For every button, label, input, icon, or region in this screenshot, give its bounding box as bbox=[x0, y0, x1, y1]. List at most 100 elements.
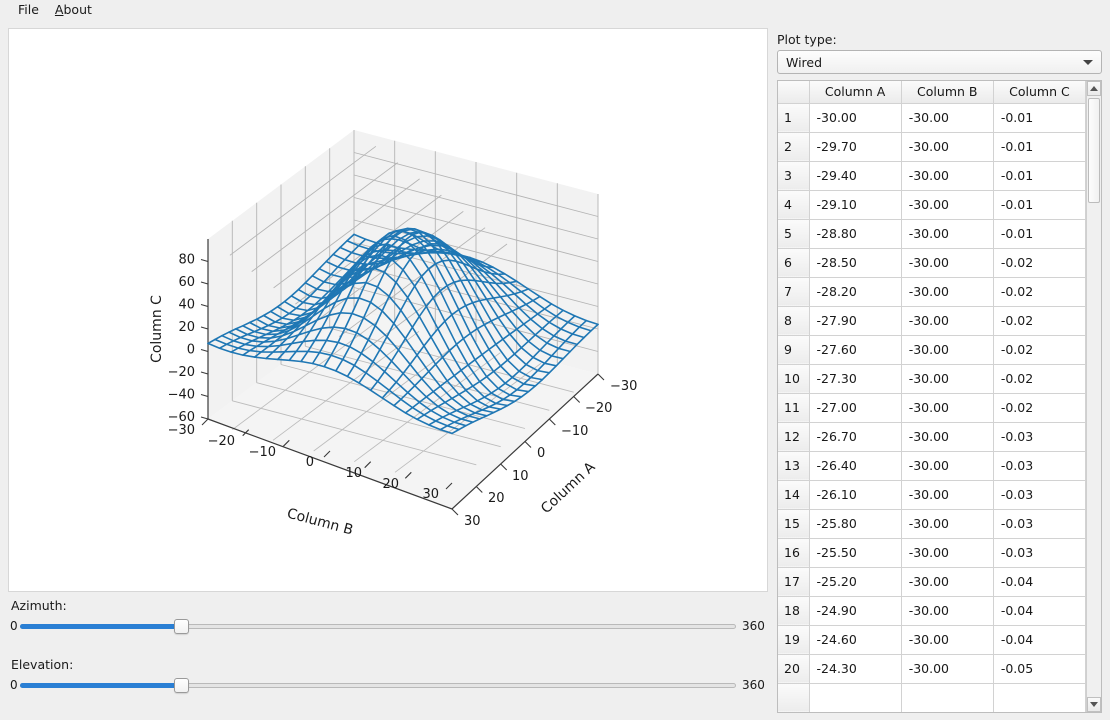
cell-column-c[interactable]: -0.01 bbox=[993, 161, 1087, 191]
cell-column-a[interactable]: -26.40 bbox=[809, 451, 902, 481]
cell-column-c[interactable]: -0.03 bbox=[993, 422, 1087, 452]
cell-column-b[interactable] bbox=[901, 683, 994, 712]
cell-column-c[interactable]: -0.02 bbox=[993, 306, 1087, 336]
cell-column-b[interactable]: -30.00 bbox=[901, 567, 994, 597]
cell-column-c[interactable] bbox=[993, 683, 1087, 712]
azimuth-thumb[interactable] bbox=[173, 619, 189, 634]
cell-column-a[interactable]: -30.00 bbox=[809, 103, 902, 133]
cell-column-b[interactable]: -30.00 bbox=[901, 277, 994, 307]
cell-column-b[interactable]: -30.00 bbox=[901, 335, 994, 365]
cell-column-c[interactable]: -0.04 bbox=[993, 596, 1087, 626]
table-row[interactable]: 1 -30.00 -30.00 -0.01 bbox=[778, 103, 1087, 133]
table-row[interactable]: 13 -26.40 -30.00 -0.03 bbox=[778, 451, 1087, 481]
cell-column-a[interactable]: -25.50 bbox=[809, 538, 902, 568]
table-row[interactable]: 19 -24.60 -30.00 -0.04 bbox=[778, 625, 1087, 655]
cell-column-c[interactable]: -0.02 bbox=[993, 277, 1087, 307]
elevation-thumb[interactable] bbox=[173, 678, 189, 693]
cell-column-b[interactable]: -30.00 bbox=[901, 393, 994, 423]
cell-column-b[interactable]: -30.00 bbox=[901, 132, 994, 162]
cell-column-c[interactable]: -0.03 bbox=[993, 538, 1087, 568]
cell-column-b[interactable]: -30.00 bbox=[901, 625, 994, 655]
table-scrollbar[interactable] bbox=[1086, 81, 1101, 712]
cell-column-b[interactable]: -30.00 bbox=[901, 219, 994, 249]
cell-column-a[interactable]: -24.30 bbox=[809, 654, 902, 684]
cell-column-c[interactable]: -0.01 bbox=[993, 132, 1087, 162]
table-row[interactable] bbox=[778, 683, 1087, 712]
cell-column-a[interactable]: -24.90 bbox=[809, 596, 902, 626]
azimuth-track[interactable] bbox=[20, 617, 736, 635]
cell-column-a[interactable]: -28.20 bbox=[809, 277, 902, 307]
column-header-b[interactable]: Column B bbox=[901, 81, 994, 104]
cell-column-a[interactable]: -24.60 bbox=[809, 625, 902, 655]
cell-column-c[interactable]: -0.02 bbox=[993, 393, 1087, 423]
column-header-a[interactable]: Column A bbox=[809, 81, 902, 104]
table-row[interactable]: 17 -25.20 -30.00 -0.04 bbox=[778, 567, 1087, 597]
cell-column-c[interactable]: -0.02 bbox=[993, 335, 1087, 365]
cell-column-c[interactable]: -0.03 bbox=[993, 509, 1087, 539]
cell-column-b[interactable]: -30.00 bbox=[901, 306, 994, 336]
cell-column-a[interactable]: -28.80 bbox=[809, 219, 902, 249]
cell-column-c[interactable]: -0.02 bbox=[993, 248, 1087, 278]
cell-column-a[interactable]: -29.10 bbox=[809, 190, 902, 220]
cell-column-b[interactable]: -30.00 bbox=[901, 596, 994, 626]
cell-column-b[interactable]: -30.00 bbox=[901, 248, 994, 278]
scrollbar-thumb[interactable] bbox=[1088, 98, 1100, 203]
cell-column-b[interactable]: -30.00 bbox=[901, 509, 994, 539]
cell-column-c[interactable]: -0.02 bbox=[993, 364, 1087, 394]
table-row[interactable]: 2 -29.70 -30.00 -0.01 bbox=[778, 132, 1087, 162]
cell-column-a[interactable]: -28.50 bbox=[809, 248, 902, 278]
table-row[interactable]: 14 -26.10 -30.00 -0.03 bbox=[778, 480, 1087, 510]
cell-column-b[interactable]: -30.00 bbox=[901, 480, 994, 510]
cell-column-c[interactable]: -0.01 bbox=[993, 219, 1087, 249]
cell-column-c[interactable]: -0.04 bbox=[993, 567, 1087, 597]
cell-column-c[interactable]: -0.03 bbox=[993, 480, 1087, 510]
table-row[interactable]: 3 -29.40 -30.00 -0.01 bbox=[778, 161, 1087, 191]
menu-item-about[interactable]: About bbox=[47, 1, 100, 19]
table-row[interactable]: 16 -25.50 -30.00 -0.03 bbox=[778, 538, 1087, 568]
cell-column-a[interactable]: -27.60 bbox=[809, 335, 902, 365]
table-row[interactable]: 18 -24.90 -30.00 -0.04 bbox=[778, 596, 1087, 626]
cell-column-a[interactable] bbox=[809, 683, 902, 712]
cell-column-c[interactable]: -0.03 bbox=[993, 451, 1087, 481]
plot-canvas[interactable]: −60 −40 −20 0 20 40 60 80 −30 −20 −10 0 … bbox=[8, 28, 768, 592]
cell-column-b[interactable]: -30.00 bbox=[901, 422, 994, 452]
table-row[interactable]: 10 -27.30 -30.00 -0.02 bbox=[778, 364, 1087, 394]
cell-column-b[interactable]: -30.00 bbox=[901, 451, 994, 481]
cell-column-c[interactable]: -0.01 bbox=[993, 103, 1087, 133]
cell-column-a[interactable]: -29.70 bbox=[809, 132, 902, 162]
data-table-container[interactable]: Column A Column B Column C 1 -30.00 -30.00… bbox=[777, 80, 1102, 713]
cell-column-a[interactable]: -25.20 bbox=[809, 567, 902, 597]
elevation-track[interactable] bbox=[20, 676, 736, 694]
cell-column-b[interactable]: -30.00 bbox=[901, 161, 994, 191]
cell-column-c[interactable]: -0.01 bbox=[993, 190, 1087, 220]
table-row[interactable]: 8 -27.90 -30.00 -0.02 bbox=[778, 306, 1087, 336]
table-row[interactable]: 11 -27.00 -30.00 -0.02 bbox=[778, 393, 1087, 423]
table-row[interactable]: 9 -27.60 -30.00 -0.02 bbox=[778, 335, 1087, 365]
table-row[interactable]: 6 -28.50 -30.00 -0.02 bbox=[778, 248, 1087, 278]
table-row[interactable]: 4 -29.10 -30.00 -0.01 bbox=[778, 190, 1087, 220]
column-header-c[interactable]: Column C bbox=[993, 81, 1087, 104]
cell-column-b[interactable]: -30.00 bbox=[901, 190, 994, 220]
cell-column-b[interactable]: -30.00 bbox=[901, 654, 994, 684]
plot-type-select[interactable]: Wired bbox=[777, 50, 1102, 74]
cell-column-a[interactable]: -26.70 bbox=[809, 422, 902, 452]
menu-item-file[interactable]: File bbox=[18, 2, 39, 17]
table-row[interactable]: 5 -28.80 -30.00 -0.01 bbox=[778, 219, 1087, 249]
cell-column-c[interactable]: -0.04 bbox=[993, 625, 1087, 655]
scroll-up-icon[interactable] bbox=[1087, 81, 1101, 96]
cell-column-a[interactable]: -27.90 bbox=[809, 306, 902, 336]
table-row[interactable]: 15 -25.80 -30.00 -0.03 bbox=[778, 509, 1087, 539]
table-row[interactable]: 7 -28.20 -30.00 -0.02 bbox=[778, 277, 1087, 307]
scroll-down-icon[interactable] bbox=[1087, 697, 1101, 712]
cell-column-c[interactable]: -0.05 bbox=[993, 654, 1087, 684]
cell-column-b[interactable]: -30.00 bbox=[901, 364, 994, 394]
cell-column-a[interactable]: -26.10 bbox=[809, 480, 902, 510]
cell-column-a[interactable]: -29.40 bbox=[809, 161, 902, 191]
table-row[interactable]: 12 -26.70 -30.00 -0.03 bbox=[778, 422, 1087, 452]
cell-column-b[interactable]: -30.00 bbox=[901, 538, 994, 568]
cell-column-a[interactable]: -25.80 bbox=[809, 509, 902, 539]
cell-column-a[interactable]: -27.00 bbox=[809, 393, 902, 423]
cell-column-b[interactable]: -30.00 bbox=[901, 103, 994, 133]
cell-column-a[interactable]: -27.30 bbox=[809, 364, 902, 394]
table-row[interactable]: 20 -24.30 -30.00 -0.05 bbox=[778, 654, 1087, 684]
